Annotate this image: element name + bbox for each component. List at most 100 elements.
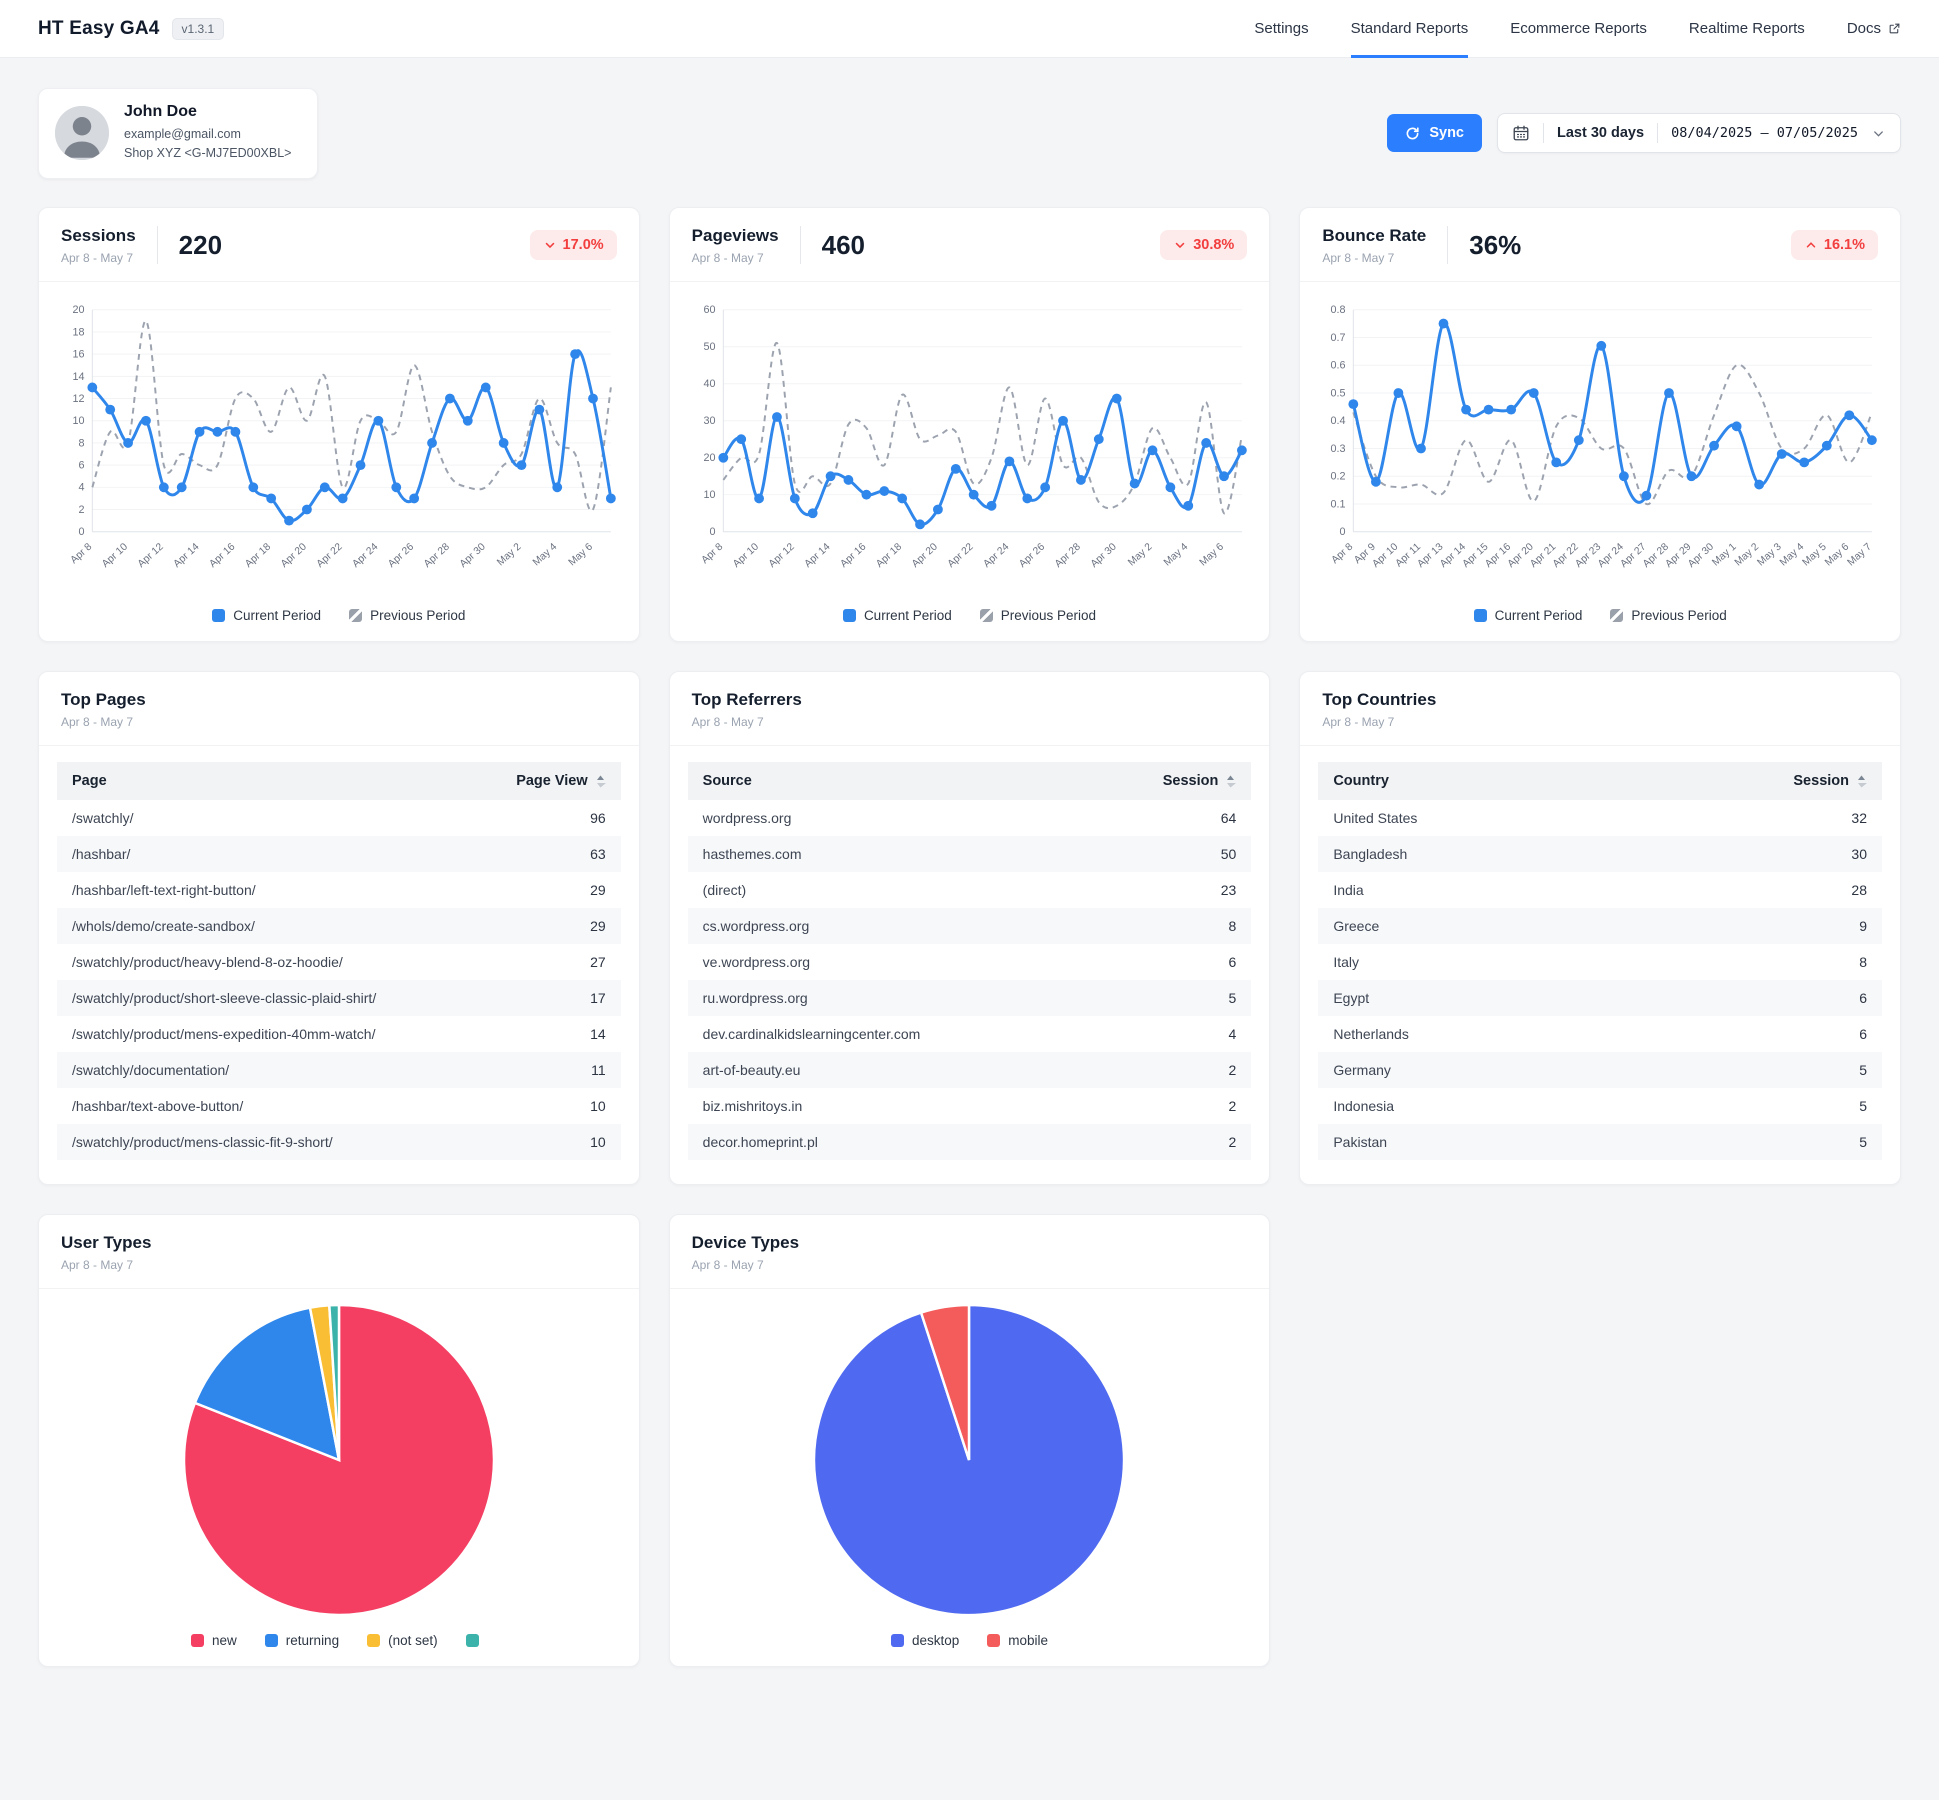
legend-previous[interactable]: Previous Period [349,608,465,623]
legend-swatch [191,1634,205,1648]
nav-docs[interactable]: Docs [1847,0,1901,58]
legend-previous[interactable]: Previous Period [1610,608,1727,624]
table-row: Pakistan 5 [1318,1124,1882,1161]
table-row: /swatchly/product/mens-classic-fit-9-sho… [57,1124,621,1161]
divider [799,226,801,265]
svg-text:0.3: 0.3 [1331,443,1346,455]
table-row: art-of-beauty.eu 2 [687,1052,1252,1089]
column-header: Page [57,762,473,801]
legend-desktop[interactable]: desktop [890,1633,960,1649]
row-label: Indonesia [1333,1098,1395,1115]
legend-returning[interactable]: returning [264,1633,339,1648]
svg-text:0.6: 0.6 [1331,359,1346,371]
row-value: 9 [1859,918,1867,935]
svg-text:Apr 8: Apr 8 [1330,541,1356,566]
sort-icon[interactable] [1856,775,1867,788]
row-value: 29 [590,918,606,935]
top-referrers: Source Session wordpress.org 64 hasthemes.co… [687,762,1252,1161]
row-value: 63 [590,846,606,863]
row-value: 8 [1228,918,1237,935]
row-label: Pakistan [1333,1134,1388,1151]
chart-legend: Current Period Previous Period [670,596,1270,641]
table-row: /hashbar/text-above-button/10 [57,1088,621,1124]
legend-current[interactable]: Current Period [212,608,321,623]
nav-standard-reports[interactable]: Standard Reports [1350,0,1469,58]
row-value: 29 [590,882,606,899]
svg-text:May 3: May 3 [1756,541,1784,568]
legend-(not set)[interactable]: (not set) [367,1633,438,1648]
nav-settings[interactable]: Settings [1254,0,1308,58]
row-label: /swatchly/product/mens-expedition-40mm-w… [72,1026,376,1043]
sort-icon[interactable] [1225,775,1237,788]
card-title: Device Types [691,1233,800,1253]
divider [156,226,158,265]
top-pages-table: Page Page View/swatchly/96/hashbar/63/has… [39,746,639,1184]
legend-new[interactable]: new [191,1633,237,1648]
row-value: 5 [1228,990,1237,1007]
legend-current[interactable]: Current Period [842,608,952,624]
sync-button[interactable]: Sync [1387,114,1482,153]
row-value: 6 [1859,1026,1867,1043]
svg-text:May 2: May 2 [1126,541,1154,568]
nav-realtime-reports[interactable]: Realtime Reports [1689,0,1805,58]
row-label: decor.homeprint.pl [702,1134,818,1151]
column-header-sortable[interactable]: Page View [472,762,621,801]
row-value: 50 [1220,846,1237,863]
legend-unlabeled[interactable] [465,1633,487,1648]
card-title: Sessions [61,225,136,245]
pageviews-value: 460 [821,229,865,260]
divider [1447,226,1449,265]
table-row: Italy 8 [1318,944,1882,980]
svg-text:May 6: May 6 [1823,541,1851,568]
row-value: 14 [590,1026,606,1043]
brand: HT Easy GA4 v1.3.1 [38,17,225,40]
row-value: 4 [1228,1026,1237,1043]
card-subtitle: Apr 8 - May 7 [691,250,764,265]
row-value: 11 [591,1062,606,1079]
svg-text:Apr 18: Apr 18 [243,541,273,570]
legend-current[interactable]: Current Period [1473,608,1582,623]
pie-slice-mobile [920,1304,971,1461]
chevron-up-icon [1806,242,1816,248]
nav-ecommerce-reports[interactable]: Ecommerce Reports [1510,0,1647,58]
table-row: /swatchly/96 [57,800,621,836]
top-pages: Page Page View/swatchly/96/hashbar/63/has… [57,762,621,1161]
column-header-sortable[interactable]: Session [1613,762,1882,801]
card-subtitle: Apr 8 - May 7 [1322,250,1395,265]
legend-label: desktop [911,1633,960,1649]
chevron-down-icon [545,243,554,249]
svg-text:Apr 24: Apr 24 [351,541,381,570]
table-row: Germany 5 [1318,1052,1882,1089]
svg-text:0.5: 0.5 [1331,387,1346,399]
chart-legend: Current Period Previous Period [39,596,639,641]
change-value: 17.0% [562,237,604,254]
account-email: example@gmail.com [124,127,241,141]
main-nav: Settings Standard Reports Ecommerce Report… [1254,0,1901,58]
svg-text:Apr 20: Apr 20 [279,541,309,570]
nav-label: Standard Reports [1350,20,1469,37]
row-value: 32 [1851,810,1867,827]
legend-label: Current Period [233,608,322,624]
legend-swatch [212,609,226,623]
svg-text:0.4: 0.4 [1331,415,1346,427]
svg-text:12: 12 [72,393,84,405]
sort-icon[interactable] [595,775,606,788]
svg-text:May 6: May 6 [1197,541,1225,568]
table-row: /swatchly/product/short-sleeve-classic-p… [57,980,621,1017]
column-header-sortable[interactable]: Session [1085,762,1252,801]
row-value: 28 [1851,882,1867,899]
calendar-icon [1513,125,1529,141]
table-row: Netherlands 6 [1318,1016,1882,1052]
svg-text:10: 10 [72,415,84,427]
legend-label: Current Period [863,608,952,624]
date-range-picker[interactable]: Last 30 days 08/04/2025 — 07/05/2025 [1497,113,1901,154]
row-label: /hashbar/ [72,846,131,863]
svg-text:Apr 26: Apr 26 [1017,541,1047,570]
legend-previous[interactable]: Previous Period [979,608,1096,623]
legend-mobile[interactable]: mobile [987,1633,1048,1648]
table-row: Egypt 6 [1318,980,1882,1017]
legend-label: Previous Period [1631,608,1727,624]
svg-text:Apr 22: Apr 22 [945,541,975,570]
table-row: /swatchly/product/heavy-blend-8-oz-hoodi… [57,944,621,980]
card-title: Pageviews [691,225,779,245]
